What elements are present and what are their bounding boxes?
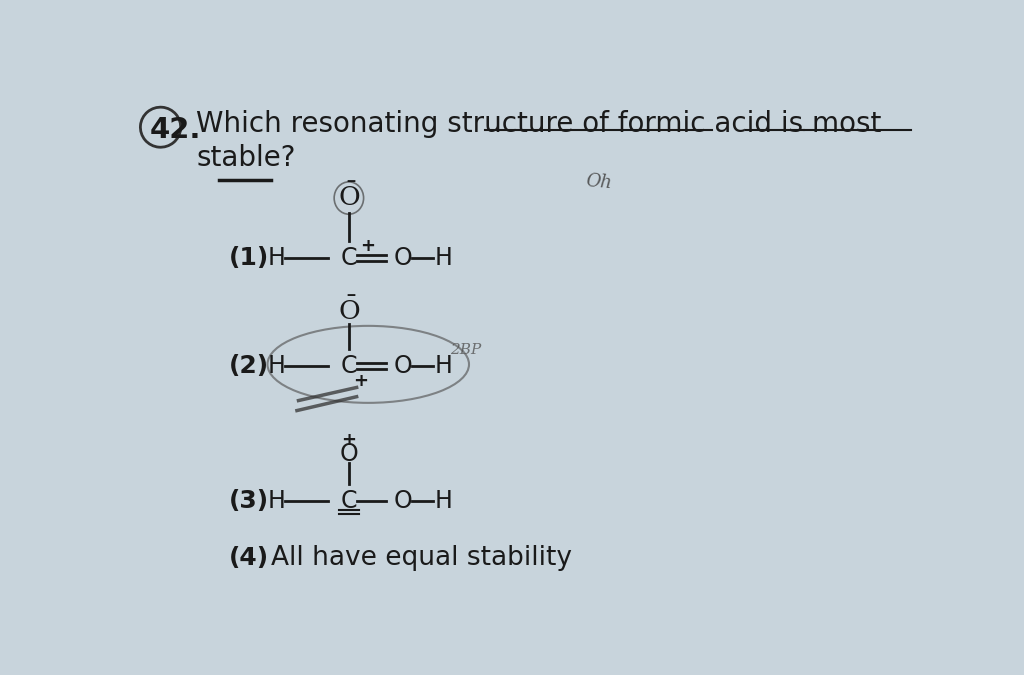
Text: Oh: Oh: [586, 172, 613, 192]
Text: +: +: [352, 373, 368, 390]
Text: O: O: [340, 442, 358, 466]
Text: +: +: [359, 237, 375, 254]
Text: C: C: [341, 354, 357, 378]
Text: O: O: [394, 354, 413, 378]
Text: C: C: [341, 246, 357, 270]
Text: H: H: [434, 354, 453, 378]
Text: Which resonating structure of formic acid is most: Which resonating structure of formic aci…: [197, 110, 882, 138]
Text: H: H: [268, 354, 286, 378]
Text: 2BP: 2BP: [450, 344, 481, 358]
Text: H: H: [434, 246, 453, 270]
Text: $\mathregular{\bar{O}}$: $\mathregular{\bar{O}}$: [338, 182, 360, 211]
Text: H: H: [268, 246, 286, 270]
Text: H: H: [268, 489, 286, 512]
Text: H: H: [434, 489, 453, 512]
Text: (4): (4): [228, 546, 269, 570]
Text: (1): (1): [228, 246, 269, 270]
Text: C: C: [341, 489, 357, 512]
Text: (2): (2): [228, 354, 269, 378]
Text: O: O: [394, 489, 413, 512]
Text: 42.: 42.: [150, 115, 201, 144]
Text: O: O: [394, 246, 413, 270]
Text: All have equal stability: All have equal stability: [271, 545, 572, 572]
Text: (3): (3): [228, 489, 269, 512]
Text: $\mathregular{\bar{O}}$: $\mathregular{\bar{O}}$: [338, 296, 360, 325]
Text: +: +: [341, 431, 356, 449]
Text: stable?: stable?: [197, 144, 296, 172]
